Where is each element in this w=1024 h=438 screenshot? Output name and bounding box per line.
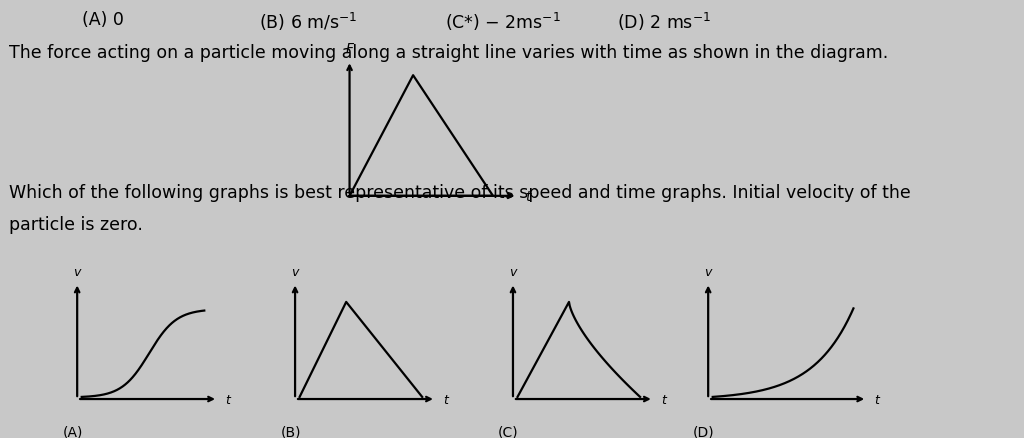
Text: F: F — [345, 42, 353, 56]
Text: t: t — [660, 392, 666, 406]
Text: t: t — [443, 392, 447, 406]
Text: (C*) $-$ 2ms$^{-1}$: (C*) $-$ 2ms$^{-1}$ — [444, 11, 560, 32]
Text: (B): (B) — [281, 424, 301, 438]
Text: (B) 6 m/s$^{-1}$: (B) 6 m/s$^{-1}$ — [259, 11, 357, 32]
Text: Which of the following graphs is best representative of its speed and time graph: Which of the following graphs is best re… — [9, 184, 910, 201]
Text: v: v — [292, 265, 299, 278]
Text: t: t — [524, 189, 530, 203]
Text: t: t — [874, 392, 880, 406]
Text: (D): (D) — [693, 424, 715, 438]
Text: (A) 0: (A) 0 — [82, 11, 124, 28]
Text: The force acting on a particle moving along a straight line varies with time as : The force acting on a particle moving al… — [9, 44, 889, 62]
Text: (A): (A) — [62, 424, 83, 438]
Text: particle is zero.: particle is zero. — [9, 215, 143, 233]
Text: v: v — [74, 265, 81, 278]
Text: (D) 2 ms$^{-1}$: (D) 2 ms$^{-1}$ — [617, 11, 712, 32]
Text: (C): (C) — [498, 424, 519, 438]
Text: t: t — [225, 392, 230, 406]
Text: v: v — [509, 265, 517, 278]
Text: v: v — [705, 265, 712, 278]
